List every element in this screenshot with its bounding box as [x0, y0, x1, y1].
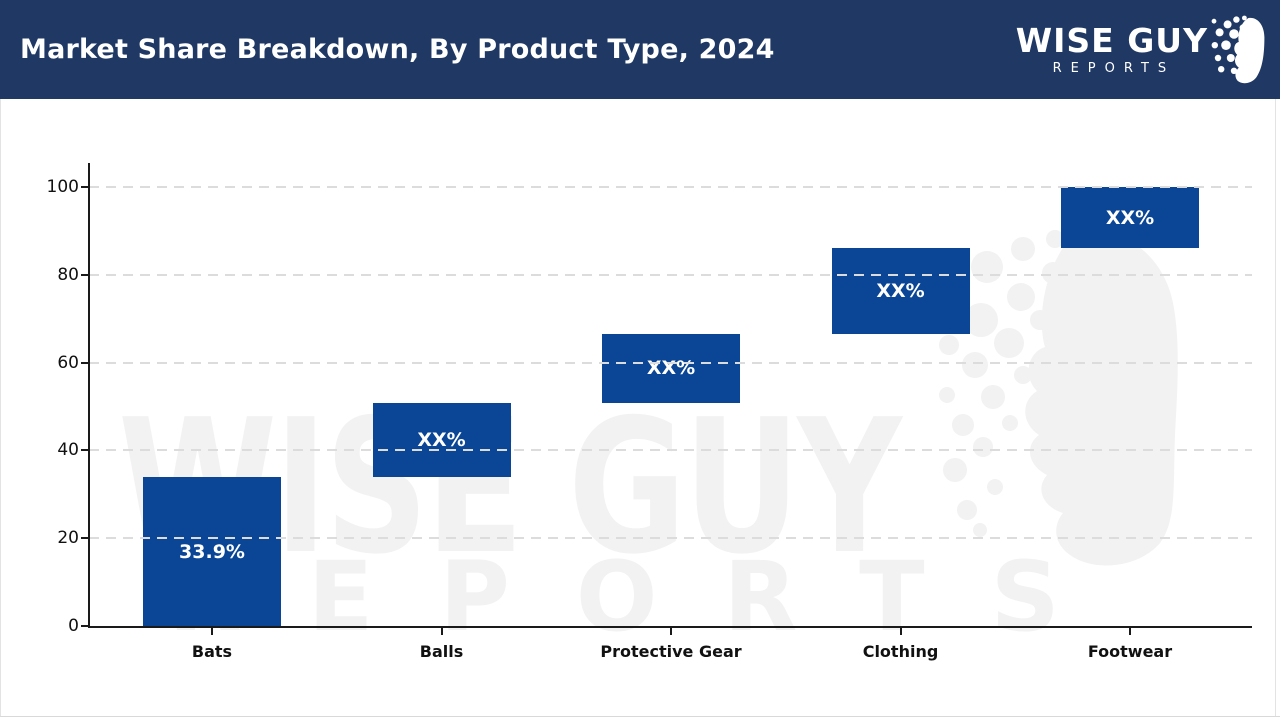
x-axis-label-clothing: Clothing — [862, 642, 939, 661]
x-axis-label-bats: Bats — [191, 642, 233, 661]
x-tick-balls — [440, 628, 443, 635]
right-divider — [1275, 99, 1276, 716]
logo-wordmark: WISE GUY — [1015, 20, 1208, 60]
gridline-60 — [89, 361, 1252, 364]
y-tick-label-100: 100 — [46, 177, 79, 197]
y-tick-label-0: 0 — [68, 616, 79, 636]
x-tick-footwear — [1129, 628, 1131, 635]
y-tick-100 — [81, 186, 89, 188]
bar-clothing: XX% — [831, 248, 970, 334]
y-tick-label-40: 40 — [57, 440, 79, 461]
bar-bats: 33.9% — [143, 477, 281, 626]
bar-footwear: XX% — [1061, 187, 1199, 249]
y-tick-60 — [81, 361, 89, 364]
wiseguy-logo: WISE GUY REPORTS — [1016, 8, 1266, 92]
x-axis-label-balls: Balls — [419, 642, 464, 661]
header: Market Share Breakdown, By Product Type,… — [0, 0, 1280, 99]
logo-face-icon — [1211, 15, 1265, 83]
y-tick-40 — [81, 449, 89, 452]
bar-label-clothing: XX% — [876, 279, 925, 302]
y-tick-0 — [81, 625, 89, 627]
y-tick-80 — [81, 273, 89, 276]
watermark-face-icon — [939, 227, 1178, 566]
chart-area: WISE GUY REPORTS 33.9% XX% XX% XX% XX% 0 20 40 6… — [0, 99, 1280, 720]
y-tick-label-80: 80 — [57, 264, 79, 285]
gridline-20 — [89, 537, 1252, 540]
left-divider — [0, 99, 1, 716]
x-axis-label-footwear: Footwear — [1087, 642, 1173, 661]
x-tick-clothing — [899, 628, 902, 635]
gridline-40 — [89, 449, 1252, 452]
x-axis-spine — [88, 626, 1252, 628]
x-axis-label-protective-gear: Protective Gear — [600, 642, 742, 661]
y-tick-label-20: 20 — [57, 528, 79, 549]
bar-label-bats: 33.9% — [179, 540, 245, 563]
x-tick-protective-gear — [670, 628, 672, 635]
gridline-100 — [89, 186, 1252, 188]
x-tick-bats — [211, 628, 213, 635]
logo-subtext: REPORTS — [1052, 60, 1176, 76]
y-tick-20 — [81, 537, 89, 540]
y-tick-label-60: 60 — [57, 352, 79, 373]
bar-balls: XX% — [372, 402, 511, 478]
gridline-80 — [89, 273, 1252, 276]
bar-label-protective-gear: XX% — [646, 357, 696, 380]
bar-label-balls: XX% — [417, 428, 466, 451]
watermark-subtext: REPORTS — [168, 541, 1126, 653]
bar-label-footwear: XX% — [1105, 206, 1155, 229]
logo-text: WISE GUY REPORTS — [1015, 20, 1208, 76]
bottom-divider — [0, 716, 1280, 717]
y-axis-spine — [88, 163, 90, 628]
bar-protective-gear: XX% — [602, 333, 740, 403]
page-title: Market Share Breakdown, By Product Type,… — [20, 34, 775, 65]
